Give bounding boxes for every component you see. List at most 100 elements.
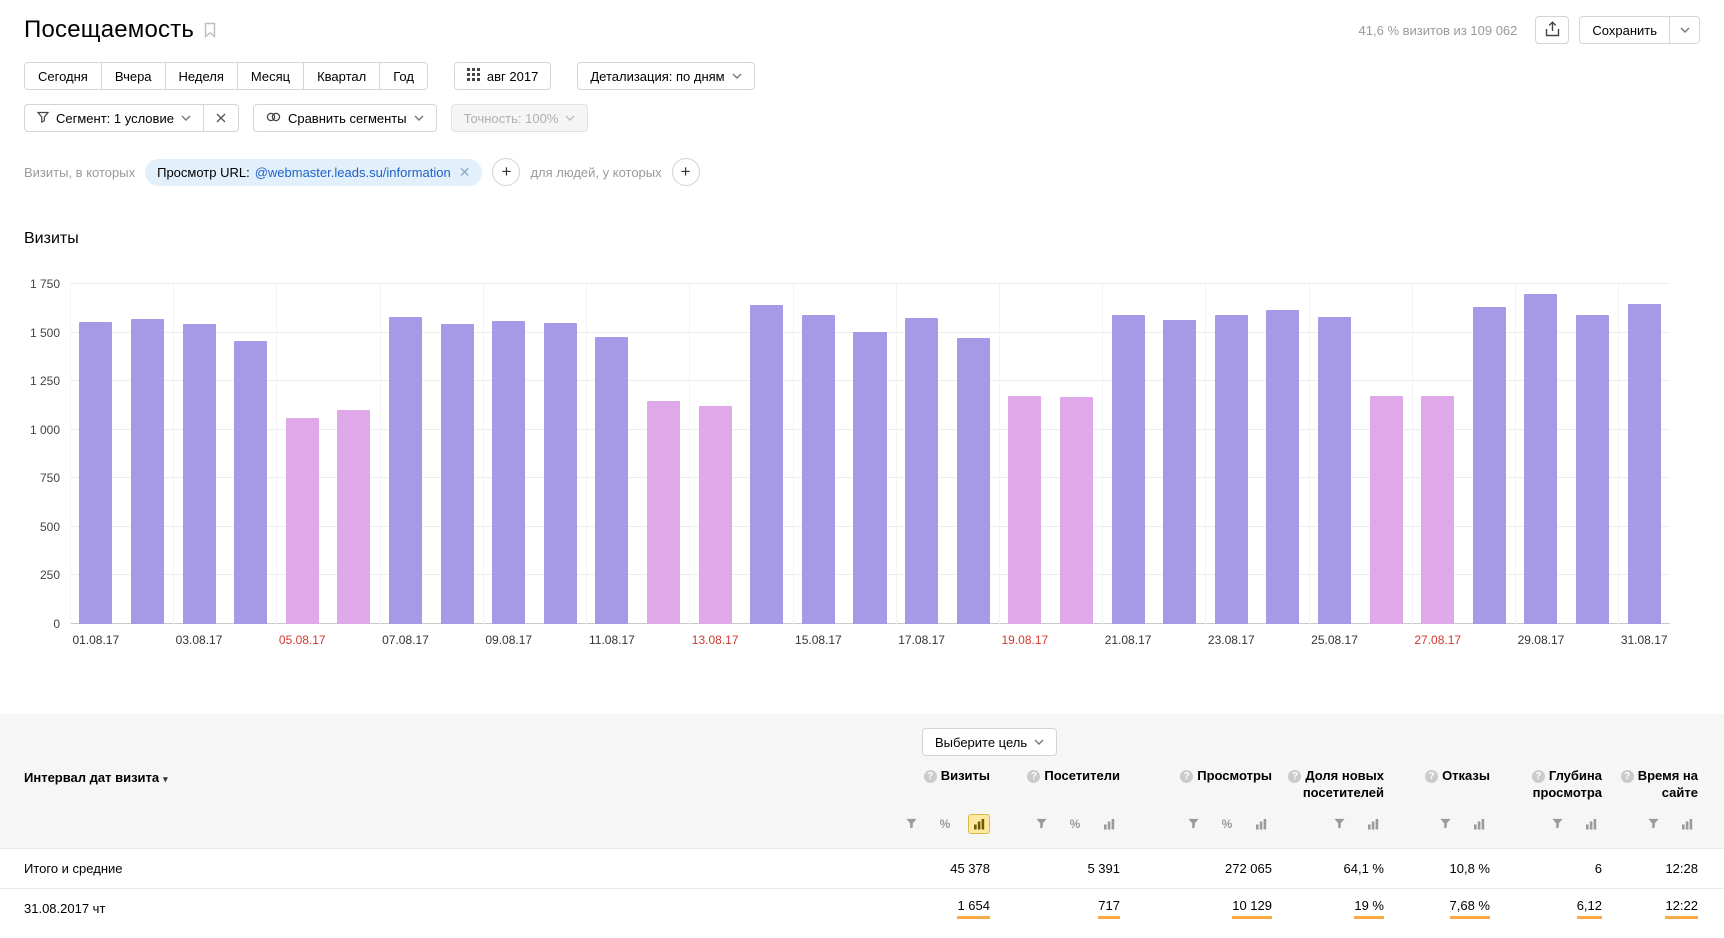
vertical-gridline: [173, 284, 175, 624]
chart-bar-11.08.17[interactable]: [595, 337, 629, 624]
chart-bar-25.08.17[interactable]: [1318, 317, 1352, 624]
period-toolbar: Сегодня Вчера Неделя Месяц Квартал Год авг 20…: [0, 62, 1724, 90]
metric-value: 19 %: [1272, 898, 1384, 919]
period-tab-4[interactable]: Квартал: [303, 62, 381, 90]
chart-bar-02.08.17[interactable]: [130, 318, 164, 624]
chart-bar-12.08.17[interactable]: [647, 400, 681, 624]
funnel-icon: [36, 111, 50, 126]
accuracy-button[interactable]: Точность: 100%: [450, 104, 589, 132]
metric-value: 717: [990, 898, 1120, 919]
period-tab-3[interactable]: Месяц: [236, 62, 305, 90]
filter-icon[interactable]: [1642, 814, 1664, 834]
period-tab-1[interactable]: Вчера: [100, 62, 166, 90]
detalization-button[interactable]: Детализация: по дням: [577, 62, 755, 90]
chart-bar-30.08.17[interactable]: [1576, 315, 1610, 624]
chart-bar-04.08.17[interactable]: [234, 341, 268, 624]
add-visit-condition-button[interactable]: +: [492, 158, 521, 186]
chart-bar-17.08.17[interactable]: [905, 318, 939, 624]
filter-icon[interactable]: [1328, 814, 1350, 834]
help-icon[interactable]: ?: [923, 770, 937, 783]
metric-value: 12:22: [1602, 898, 1698, 919]
column-header-6[interactable]: ? Время на сайте: [1602, 768, 1698, 802]
chart-bar-28.08.17[interactable]: [1472, 307, 1506, 624]
chart-bar-19.08.17[interactable]: [1008, 395, 1042, 624]
gridline: [70, 283, 1670, 284]
bars-icon[interactable]: [968, 813, 990, 834]
segment-clear-button[interactable]: [203, 104, 239, 132]
chart-bar-27.08.17[interactable]: [1421, 395, 1455, 624]
chart-bar-10.08.17[interactable]: [543, 322, 577, 624]
column-header-3[interactable]: ? Доля новых посетителей: [1272, 768, 1384, 802]
bars-icon[interactable]: [1362, 814, 1384, 834]
chart-bar-22.08.17[interactable]: [1163, 319, 1197, 624]
percent-icon[interactable]: %: [1069, 816, 1081, 831]
chart-bar-01.08.17[interactable]: [79, 321, 113, 624]
chart-bar-26.08.17[interactable]: [1369, 395, 1403, 624]
help-icon[interactable]: ?: [1180, 770, 1194, 783]
compare-segments-button[interactable]: Сравнить сегменты: [252, 104, 437, 132]
chart-bar-23.08.17[interactable]: [1214, 315, 1248, 624]
chart-bar-07.08.17[interactable]: [388, 317, 422, 624]
filter-icon[interactable]: [1030, 814, 1052, 834]
chart-bar-09.08.17[interactable]: [492, 320, 526, 624]
bars-icon[interactable]: [1250, 814, 1272, 834]
help-icon[interactable]: ?: [1620, 770, 1634, 783]
chart-bar-20.08.17[interactable]: [1059, 396, 1093, 624]
column-header-4[interactable]: ? Отказы: [1384, 768, 1490, 785]
save-dropdown-button[interactable]: [1670, 16, 1700, 44]
column-header-1[interactable]: ? Посетители: [990, 768, 1120, 785]
chevron-down-icon: [565, 115, 575, 121]
date-range-button[interactable]: авг 2017: [453, 62, 552, 90]
percent-icon[interactable]: %: [1221, 816, 1233, 831]
chip-url-link[interactable]: @webmaster.leads.su/information: [254, 164, 451, 180]
help-icon[interactable]: ?: [1027, 770, 1041, 783]
table-row[interactable]: 31.08.2017 чт 1 654 717 10 129 19 % 7,68 % 6,1…: [0, 887, 1724, 928]
chart-bar-15.08.17[interactable]: [801, 315, 835, 624]
column-controls-5: [1490, 814, 1602, 834]
column-header-5[interactable]: ? Глубина просмотра: [1490, 768, 1602, 802]
filter-icon[interactable]: [900, 814, 922, 834]
select-goal-button[interactable]: Выберите цель: [922, 728, 1058, 756]
chart-bar-03.08.17[interactable]: [182, 323, 216, 624]
chart-bar-08.08.17[interactable]: [440, 323, 474, 624]
help-icon[interactable]: ?: [1531, 770, 1545, 783]
chart-bar-21.08.17[interactable]: [1111, 315, 1145, 624]
export-button[interactable]: [1535, 16, 1570, 44]
vertical-gridline: [1308, 284, 1310, 624]
filter-icon[interactable]: [1434, 814, 1456, 834]
help-icon[interactable]: ?: [1425, 770, 1439, 783]
bars-icon[interactable]: [1676, 814, 1698, 834]
filter-icon[interactable]: [1182, 814, 1204, 834]
chart-bar-31.08.17[interactable]: [1627, 304, 1661, 624]
column-header-2[interactable]: ? Просмотры: [1120, 768, 1272, 785]
period-tab-0[interactable]: Сегодня: [24, 62, 102, 90]
column-controls-0: %: [858, 813, 990, 834]
chart-bar-13.08.17[interactable]: [698, 406, 732, 624]
page-title: Посещаемость: [24, 16, 195, 43]
chart-bar-18.08.17[interactable]: [956, 338, 990, 624]
bars-icon[interactable]: [1580, 814, 1602, 834]
chart-bar-29.08.17[interactable]: [1524, 293, 1558, 624]
chart-bar-16.08.17[interactable]: [853, 331, 887, 624]
chart-bar-06.08.17[interactable]: [337, 410, 371, 624]
column-header-0[interactable]: ? Визиты: [858, 768, 990, 785]
chart-bar-05.08.17[interactable]: [285, 418, 319, 624]
segment-button[interactable]: Сегмент: 1 условие: [24, 104, 204, 132]
filter-icon[interactable]: [1546, 814, 1568, 834]
chart-bar-14.08.17[interactable]: [750, 305, 784, 624]
save-button[interactable]: Сохранить: [1579, 16, 1670, 44]
add-people-condition-button[interactable]: +: [671, 158, 700, 186]
period-tab-2[interactable]: Неделя: [164, 62, 238, 90]
period-tab-5[interactable]: Год: [379, 62, 428, 90]
help-icon[interactable]: ?: [1288, 770, 1302, 783]
column-header-date-interval[interactable]: Интервал дат визита ▾: [24, 770, 168, 785]
bars-icon[interactable]: [1098, 814, 1120, 834]
chip-remove-icon[interactable]: ✕: [458, 164, 471, 180]
chart-bar-24.08.17[interactable]: [1266, 310, 1300, 624]
bookmark-icon[interactable]: [204, 22, 216, 38]
table-row[interactable]: Итого и средние 45 378 5 391 272 065 64,1 % 1…: [0, 847, 1724, 888]
visits-chart: 0 250 500 750 1 000 1 250 1 500 1 750 01.08.17 0…: [24, 277, 1700, 652]
bars-icon[interactable]: [1468, 814, 1490, 834]
url-filter-chip[interactable]: Просмотр URL: @webmaster.leads.su/inform…: [145, 158, 483, 186]
percent-icon[interactable]: %: [939, 816, 951, 831]
